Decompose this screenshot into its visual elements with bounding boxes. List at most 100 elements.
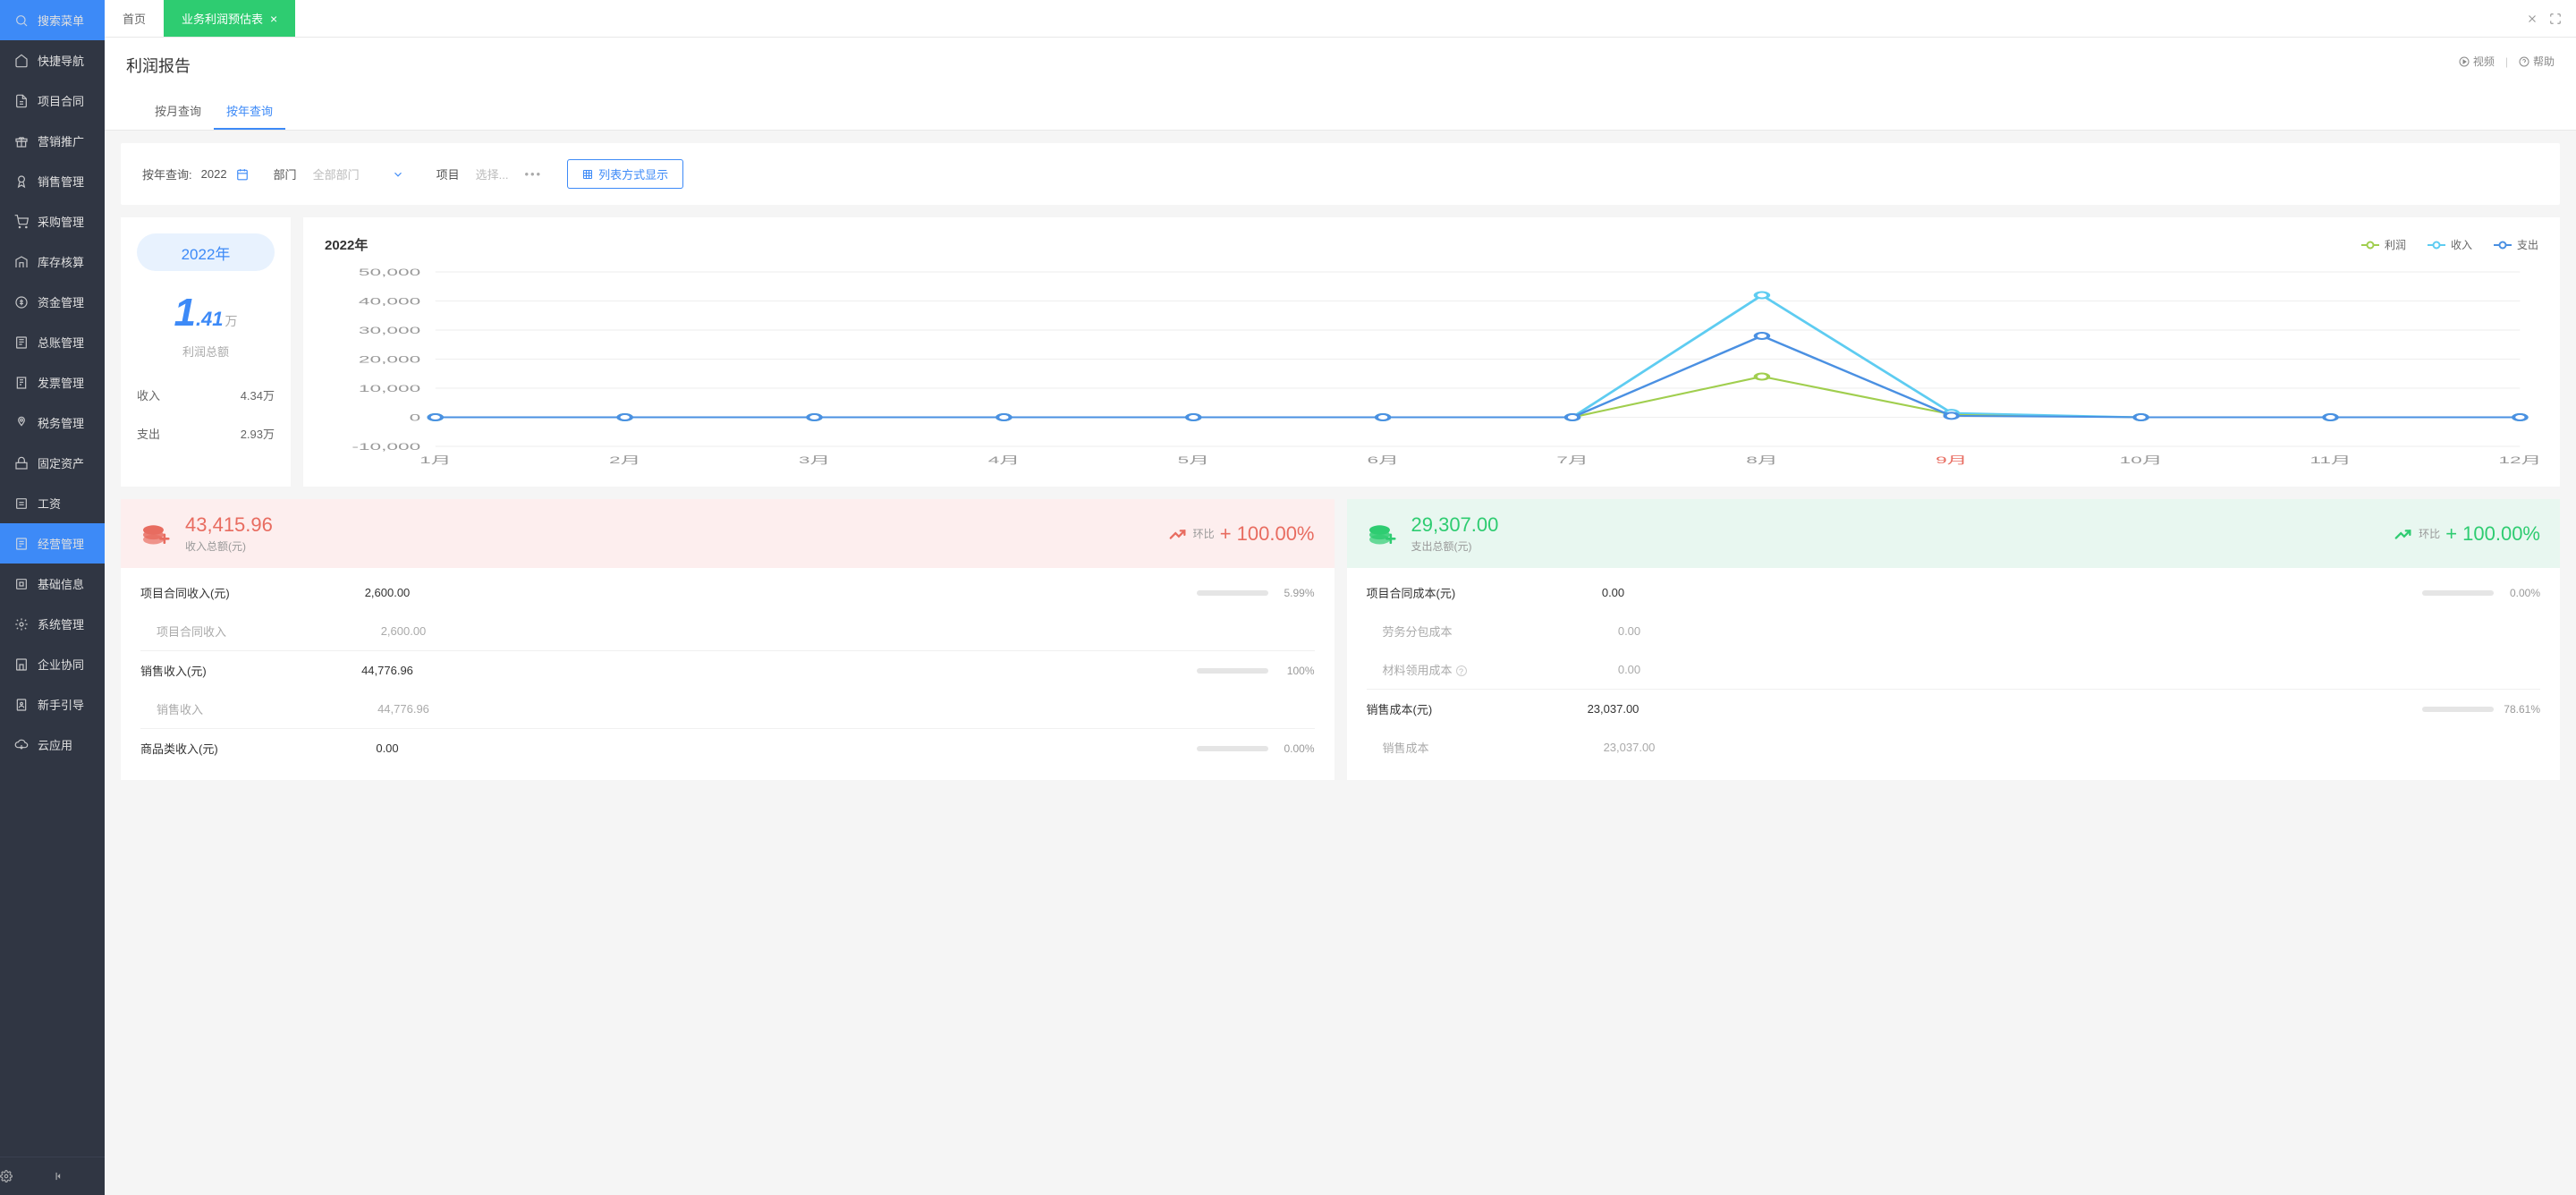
svg-text:9月: 9月	[1936, 454, 1967, 465]
enterprise-icon	[14, 657, 29, 672]
legend-item[interactable]: 收入	[2428, 235, 2472, 254]
breakdown-label: 销售收入(元)	[140, 662, 319, 679]
sidebar-item-doc[interactable]: 项目合同	[0, 81, 105, 121]
breakdown-row: 材料领用成本? 0.00	[1367, 650, 2541, 689]
metric-sub: 支出总额(元)	[1411, 538, 2382, 554]
sidebar-item-money[interactable]: 资金管理	[0, 282, 105, 322]
breakdown-row: 销售收入 44,776.96	[140, 690, 1315, 728]
sidebar-item-ledger[interactable]: 总账管理	[0, 322, 105, 362]
fullscreen-icon[interactable]	[2549, 13, 2562, 25]
profit-total-label: 利润总额	[133, 343, 278, 360]
sidebar-item-label: 销售管理	[38, 173, 84, 190]
sidebar-item-manage[interactable]: 经营管理	[0, 523, 105, 564]
sub-tab[interactable]: 按年查询	[214, 93, 285, 130]
sidebar-footer	[0, 1157, 105, 1195]
close-all-icon[interactable]	[2526, 13, 2538, 25]
legend-label: 支出	[2517, 237, 2538, 252]
info-icon	[14, 577, 29, 591]
tab[interactable]: 首页	[105, 0, 164, 37]
doc-icon	[14, 94, 29, 108]
sidebar-item-search[interactable]: 搜索菜单	[0, 0, 105, 40]
sidebar-item-invoice[interactable]: 发票管理	[0, 362, 105, 403]
svg-text:3月: 3月	[799, 454, 830, 465]
sidebar-item-label: 系统管理	[38, 615, 84, 632]
sidebar-item-tax[interactable]: 税务管理	[0, 403, 105, 443]
sidebar-item-guide[interactable]: 新手引导	[0, 684, 105, 725]
calendar-icon[interactable]	[236, 168, 249, 181]
breakdown-label: 材料领用成本?	[1383, 661, 1562, 678]
chevron-down-icon	[392, 168, 404, 181]
search-icon	[14, 13, 29, 28]
breakdown-row: 项目合同收入(元) 2,600.00 5.99%	[140, 573, 1315, 612]
sidebar-item-sys[interactable]: 系统管理	[0, 604, 105, 644]
sidebar-item-home[interactable]: 快捷导航	[0, 40, 105, 81]
warehouse-icon	[14, 255, 29, 269]
sidebar-item-badge[interactable]: 销售管理	[0, 161, 105, 201]
breakdown-label: 项目合同收入(元)	[140, 584, 319, 601]
svg-text:-10,000: -10,000	[352, 441, 420, 452]
invoice-icon	[14, 376, 29, 390]
sub-tab[interactable]: 按月查询	[142, 93, 214, 130]
chart-title: 2022年	[325, 235, 368, 254]
project-label: 项目	[436, 165, 460, 182]
year-filter-value[interactable]: 2022	[201, 167, 227, 181]
more-icon[interactable]: •••	[524, 167, 542, 181]
collapse-button[interactable]	[53, 1170, 106, 1182]
sidebar-item-cloud[interactable]: 云应用	[0, 725, 105, 765]
sidebar-item-label: 工资	[38, 495, 61, 512]
summary-row: 收入4.34万	[133, 376, 278, 414]
list-view-button[interactable]: 列表方式显示	[567, 159, 683, 189]
sidebar: 搜索菜单快捷导航项目合同营销推广销售管理采购管理库存核算资金管理总账管理发票管理…	[0, 0, 105, 1195]
sidebar-item-gift[interactable]: 营销推广	[0, 121, 105, 161]
sidebar-item-cart[interactable]: 采购管理	[0, 201, 105, 242]
main: 首页业务利润预估表× 视频 | 帮助 利润报告 按月查询按年查询	[105, 0, 2576, 1195]
tab-label: 业务利润预估表	[182, 10, 263, 27]
svg-text:20,000: 20,000	[359, 354, 420, 365]
project-select[interactable]: 选择...	[469, 163, 516, 185]
svg-text:30,000: 30,000	[359, 325, 420, 335]
legend-label: 收入	[2451, 237, 2472, 252]
legend-label: 利润	[2385, 237, 2406, 252]
sidebar-item-label: 采购管理	[38, 213, 84, 230]
tab-close-icon[interactable]: ×	[270, 12, 277, 26]
filter-bar: 按年查询: 2022 部门 全部部门 项目 选择... ••• 列表方式显示	[121, 143, 2560, 205]
breakdown-row: 商品类收入(元) 0.00 0.00%	[140, 729, 1315, 767]
sidebar-item-enterprise[interactable]: 企业协同	[0, 644, 105, 684]
coins-icon	[140, 521, 173, 547]
progress-pct: 5.99%	[1275, 587, 1315, 599]
progress-bar	[1197, 668, 1268, 674]
settings-button[interactable]	[0, 1170, 53, 1182]
tab[interactable]: 业务利润预估表 ×	[164, 0, 295, 37]
help-icon[interactable]: ?	[1456, 665, 1467, 676]
svg-text:10,000: 10,000	[359, 383, 420, 394]
progress-pct: 0.00%	[1275, 742, 1315, 755]
sidebar-item-info[interactable]: 基础信息	[0, 564, 105, 604]
sidebar-item-label: 云应用	[38, 736, 72, 753]
breakdown-label: 项目合同成本(元)	[1367, 584, 1546, 601]
breakdown-label: 销售成本(元)	[1367, 700, 1546, 717]
sidebar-item-warehouse[interactable]: 库存核算	[0, 242, 105, 282]
help-link[interactable]: 帮助	[2519, 54, 2555, 69]
svg-text:8月: 8月	[1746, 454, 1777, 465]
summary-key: 收入	[137, 386, 160, 403]
sidebar-item-label: 库存核算	[38, 253, 84, 270]
dept-select[interactable]: 全部部门	[306, 163, 411, 185]
trend-label: 环比	[2419, 526, 2440, 541]
legend-item[interactable]: 支出	[2494, 235, 2538, 254]
summary-card: 2022年 1.41万 利润总额 收入4.34万支出2.93万	[121, 217, 291, 487]
progress-pct: 0.00%	[2501, 587, 2540, 599]
breakdown-row: 项目合同收入 2,600.00	[140, 612, 1315, 650]
legend-item[interactable]: 利润	[2361, 235, 2406, 254]
breakdown-value: 44,776.96	[350, 702, 457, 716]
sidebar-item-label: 固定资产	[38, 454, 84, 471]
video-link[interactable]: 视频	[2459, 54, 2495, 69]
asset-icon	[14, 456, 29, 470]
sidebar-item-asset[interactable]: 固定资产	[0, 443, 105, 483]
page-title: 利润报告	[126, 54, 2555, 77]
breakdown-row: 劳务分包成本 0.00	[1367, 612, 2541, 650]
home-icon	[14, 54, 29, 68]
legend-marker-icon	[2361, 241, 2379, 250]
sidebar-item-label: 项目合同	[38, 92, 84, 109]
tab-label: 首页	[123, 10, 146, 27]
sidebar-item-salary[interactable]: 工资	[0, 483, 105, 523]
